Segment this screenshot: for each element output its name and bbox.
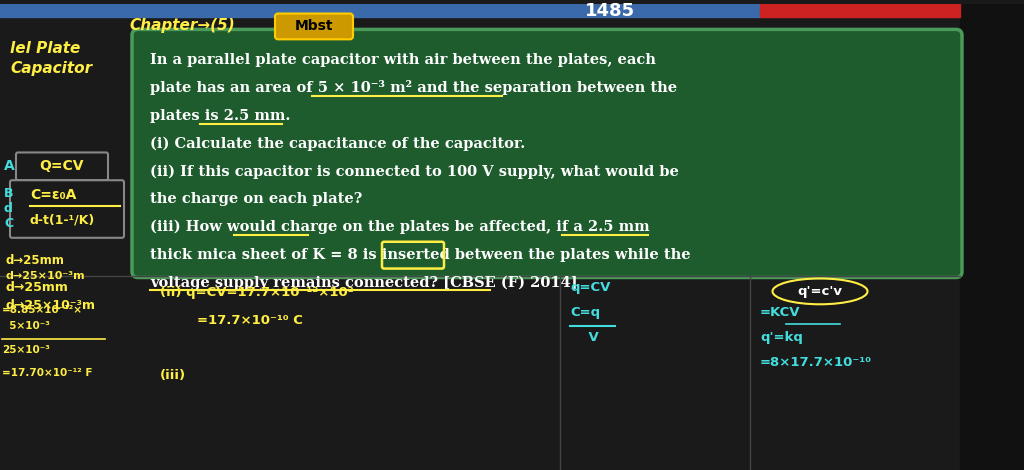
Text: d→25×10⁻³m: d→25×10⁻³m <box>5 272 85 282</box>
Bar <box>0 4 760 16</box>
Text: C=ε₀A: C=ε₀A <box>30 188 77 202</box>
Bar <box>961 4 1024 470</box>
Text: 5×10⁻³: 5×10⁻³ <box>2 321 50 331</box>
Text: =17.7×10⁻¹⁰ C: =17.7×10⁻¹⁰ C <box>160 314 303 327</box>
Text: (iii): (iii) <box>160 368 186 382</box>
Text: (iii) How would charge on the plates be affected, if a 2.5 mm: (iii) How would charge on the plates be … <box>150 219 649 234</box>
Text: Chapter→(5): Chapter→(5) <box>129 18 234 33</box>
Text: plate has an area of 5 × 10⁻³ m² and the separation between the: plate has an area of 5 × 10⁻³ m² and the… <box>150 80 677 95</box>
Text: d: d <box>4 202 13 215</box>
Bar <box>0 16 140 470</box>
Text: Q=CV: Q=CV <box>40 159 84 173</box>
Text: d→25mm: d→25mm <box>5 282 68 294</box>
Text: =KCV: =KCV <box>760 306 801 319</box>
Text: C: C <box>4 217 13 230</box>
Text: q'=kq: q'=kq <box>760 331 803 344</box>
Text: d→25mm: d→25mm <box>5 254 63 266</box>
Text: =17.70×10⁻¹² F: =17.70×10⁻¹² F <box>2 368 92 378</box>
Text: C=q: C=q <box>570 306 600 319</box>
FancyBboxPatch shape <box>275 14 353 39</box>
Text: V: V <box>570 331 599 344</box>
Text: q=CV: q=CV <box>570 282 610 294</box>
FancyBboxPatch shape <box>10 180 124 238</box>
Bar <box>760 4 961 16</box>
Text: Capacitor: Capacitor <box>10 61 92 76</box>
Text: 1485: 1485 <box>585 1 635 20</box>
FancyBboxPatch shape <box>16 152 108 180</box>
Text: thick mica sheet of K = 8 is inserted between the plates while the: thick mica sheet of K = 8 is inserted be… <box>150 248 690 262</box>
Text: =8.85×10⁻¹²×: =8.85×10⁻¹²× <box>2 305 83 315</box>
Text: voltage supply remains connected? [CBSE (F) 2014]: voltage supply remains connected? [CBSE … <box>150 275 578 290</box>
Text: A: A <box>4 159 14 173</box>
Text: =8×17.7×10⁻¹⁰: =8×17.7×10⁻¹⁰ <box>760 356 872 369</box>
Text: the charge on each plate?: the charge on each plate? <box>150 192 362 206</box>
Text: In a parallel plate capacitor with air between the plates, each: In a parallel plate capacitor with air b… <box>150 53 656 67</box>
Text: B: B <box>4 187 13 200</box>
Text: (i) Calculate the capacitance of the capacitor.: (i) Calculate the capacitance of the cap… <box>150 136 525 151</box>
Text: d-t(1-¹/K): d-t(1-¹/K) <box>30 213 95 227</box>
Text: plates is 2.5 mm.: plates is 2.5 mm. <box>150 109 291 123</box>
FancyBboxPatch shape <box>132 30 962 277</box>
Text: d→25×10⁻³m: d→25×10⁻³m <box>5 299 95 312</box>
Text: (ii) If this capacitor is connected to 100 V supply, what would be: (ii) If this capacitor is connected to 1… <box>150 164 679 179</box>
Text: 25×10⁻³: 25×10⁻³ <box>2 345 50 355</box>
Text: Mbst: Mbst <box>295 19 333 33</box>
Text: (ii) q=CV=17.7×10⁻¹²×10²: (ii) q=CV=17.7×10⁻¹²×10² <box>160 286 353 299</box>
Text: q'=c'v: q'=c'v <box>798 285 843 298</box>
Text: lel Plate: lel Plate <box>10 41 80 56</box>
